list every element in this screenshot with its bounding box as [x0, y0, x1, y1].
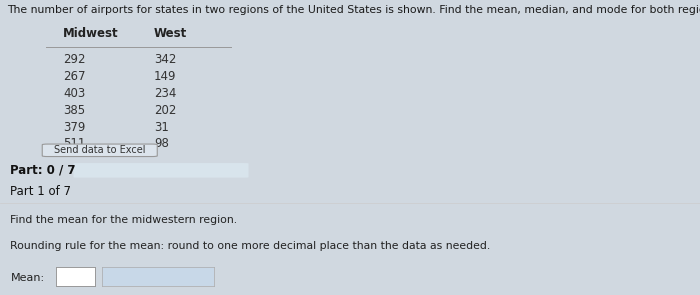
Text: Mean:: Mean: [10, 273, 45, 283]
Text: 511: 511 [63, 137, 85, 150]
FancyBboxPatch shape [74, 163, 248, 178]
Text: 342: 342 [154, 53, 176, 66]
Text: Find the mean for the midwestern region.: Find the mean for the midwestern region. [10, 215, 237, 225]
Text: 149: 149 [154, 70, 176, 83]
Text: Rounding rule for the mean: round to one more decimal place than the data as nee: Rounding rule for the mean: round to one… [10, 241, 491, 251]
Text: 234: 234 [154, 87, 176, 100]
Text: 379: 379 [63, 121, 85, 134]
Text: Midwest: Midwest [63, 27, 118, 40]
Text: 292: 292 [63, 53, 85, 66]
Text: Part 1 of 7: Part 1 of 7 [10, 185, 71, 198]
Text: 267: 267 [63, 70, 85, 83]
Text: 31: 31 [154, 121, 169, 134]
Text: Part: 0 / 7: Part: 0 / 7 [10, 164, 76, 177]
Text: West: West [154, 27, 188, 40]
Text: 403: 403 [63, 87, 85, 100]
Text: Send data to Excel: Send data to Excel [54, 145, 146, 155]
Text: 202: 202 [154, 104, 176, 117]
Text: 385: 385 [63, 104, 85, 117]
FancyBboxPatch shape [42, 144, 158, 157]
Text: 98: 98 [154, 137, 169, 150]
Text: The number of airports for states in two regions of the United States is shown. : The number of airports for states in two… [7, 5, 700, 14]
